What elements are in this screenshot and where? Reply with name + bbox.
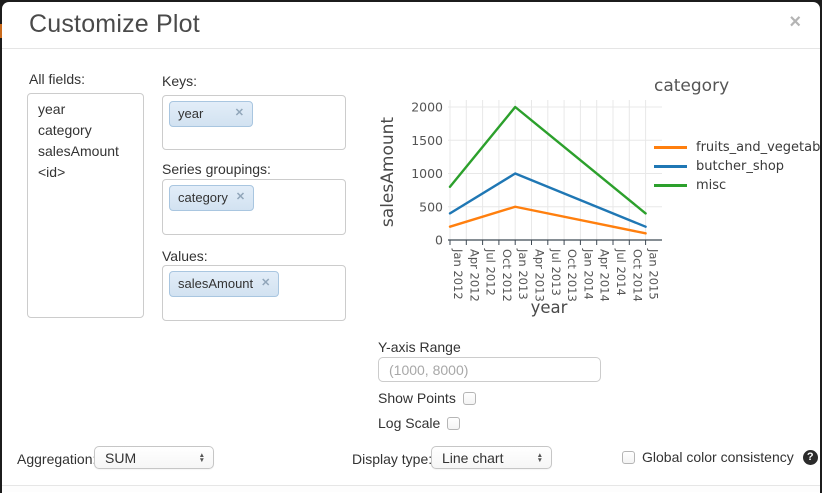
series-color-swatch: [654, 145, 687, 149]
chart-legend: category fruits_and_vegetables butcher_s…: [654, 76, 820, 195]
show-points-checkbox[interactable]: [462, 391, 476, 405]
background-accent: [0, 24, 2, 38]
svg-text:Apr 2012: Apr 2012: [467, 249, 481, 302]
tag-label: category: [178, 190, 228, 205]
svg-text:Apr 2014: Apr 2014: [598, 249, 612, 302]
legend-item[interactable]: fruits_and_vegetables: [654, 138, 820, 156]
svg-text:Apr 2013: Apr 2013: [533, 249, 547, 302]
legend-title: category: [654, 76, 730, 96]
field-item-salesamount[interactable]: salesAmount: [38, 143, 119, 159]
show-points-label: Show Points: [378, 390, 456, 406]
question-circle-icon[interactable]: ?: [802, 449, 818, 465]
svg-text:500: 500: [419, 199, 443, 214]
line-chart: Jan 2012 Apr 2012 Jul 2012 Oct 2012 Jan 2013…: [378, 100, 662, 317]
remove-tag-icon[interactable]: ✕: [234, 107, 244, 119]
value-tag-salesamount[interactable]: salesAmount ✕: [169, 271, 280, 297]
display-type-label: Display type:: [352, 451, 433, 467]
legend-label: fruits_and_vegetables: [696, 139, 820, 155]
svg-text:Jul 2013: Jul 2013: [549, 248, 563, 296]
dialog-title: Customize Plot: [29, 10, 200, 38]
dialog-body: All fields: year category salesAmount <i…: [2, 49, 820, 492]
all-fields-list[interactable]: year category salesAmount <id>: [27, 93, 144, 318]
legend-item[interactable]: butcher_shop: [654, 157, 820, 175]
close-icon[interactable]: ×: [789, 11, 801, 33]
series-groupings-dropzone[interactable]: category ✕: [162, 179, 346, 235]
legend-label: butcher_shop: [696, 158, 785, 174]
svg-text:Jan 2015: Jan 2015: [647, 248, 661, 300]
svg-text:2000: 2000: [411, 100, 443, 115]
show-points-row: Show Points: [378, 390, 476, 406]
display-type-select[interactable]: Line chart ▲ ▼: [431, 446, 552, 469]
tag-label: year: [178, 106, 204, 121]
select-arrows-icon: ▲ ▼: [536, 451, 543, 464]
log-scale-checkbox[interactable]: [447, 416, 461, 430]
select-arrows-icon: ▲ ▼: [198, 451, 205, 464]
field-item-id[interactable]: <id>: [38, 164, 66, 180]
log-scale-label: Log Scale: [378, 415, 441, 431]
svg-text:Jul 2014: Jul 2014: [614, 248, 628, 296]
series-color-swatch: [654, 183, 687, 187]
keys-label: Keys:: [162, 73, 198, 89]
y-axis-range-input[interactable]: [378, 357, 601, 382]
aggregation-select[interactable]: SUM ▲ ▼: [94, 446, 214, 469]
dialog-footer: [2, 485, 820, 492]
log-scale-row: Log Scale: [378, 415, 461, 431]
svg-text:Jul 2012: Jul 2012: [484, 248, 498, 296]
field-item-category[interactable]: category: [38, 122, 92, 138]
legend-item[interactable]: misc: [654, 176, 820, 194]
values-dropzone[interactable]: salesAmount ✕: [162, 265, 346, 321]
svg-text:1000: 1000: [411, 166, 443, 181]
series-color-swatch: [654, 164, 687, 168]
svg-text:1500: 1500: [411, 133, 443, 148]
global-color-row: Global color consistency ?: [622, 449, 818, 465]
svg-text:Oct 2014: Oct 2014: [630, 249, 644, 302]
global-color-checkbox[interactable]: [622, 450, 635, 464]
dialog-header: Customize Plot ×: [2, 2, 820, 49]
y-axis-range-label: Y-axis Range: [378, 339, 461, 355]
values-label: Values:: [162, 248, 208, 264]
key-tag-year[interactable]: year ✕: [169, 101, 253, 127]
svg-text:salesAmount: salesAmount: [378, 117, 398, 227]
svg-text:Jan 2014: Jan 2014: [581, 248, 595, 300]
remove-tag-icon[interactable]: ✕: [235, 191, 246, 203]
tag-label: salesAmount: [178, 276, 254, 291]
remove-tag-icon[interactable]: ✕: [261, 277, 271, 289]
keys-dropzone[interactable]: year ✕: [162, 95, 346, 150]
aggregation-value: SUM: [105, 449, 137, 466]
plot-preview: Jan 2012 Apr 2012 Jul 2012 Oct 2012 Jan 2013…: [375, 60, 677, 328]
series-groupings-label: Series groupings:: [162, 161, 271, 177]
svg-text:year: year: [531, 298, 568, 317]
all-fields-label: All fields:: [29, 71, 86, 87]
field-item-year[interactable]: year: [38, 101, 66, 117]
series-tag-category[interactable]: category ✕: [169, 185, 255, 211]
svg-text:0: 0: [435, 233, 443, 248]
aggregation-label: Aggregation:: [17, 451, 97, 467]
svg-text:Jan 2013: Jan 2013: [516, 248, 530, 300]
display-type-value: Line chart: [442, 449, 504, 466]
legend-label: misc: [696, 177, 727, 193]
svg-text:Jan 2012: Jan 2012: [451, 248, 465, 300]
svg-text:Oct 2013: Oct 2013: [565, 249, 579, 302]
global-color-label: Global color consistency: [642, 449, 794, 465]
svg-text:Oct 2012: Oct 2012: [500, 249, 514, 302]
